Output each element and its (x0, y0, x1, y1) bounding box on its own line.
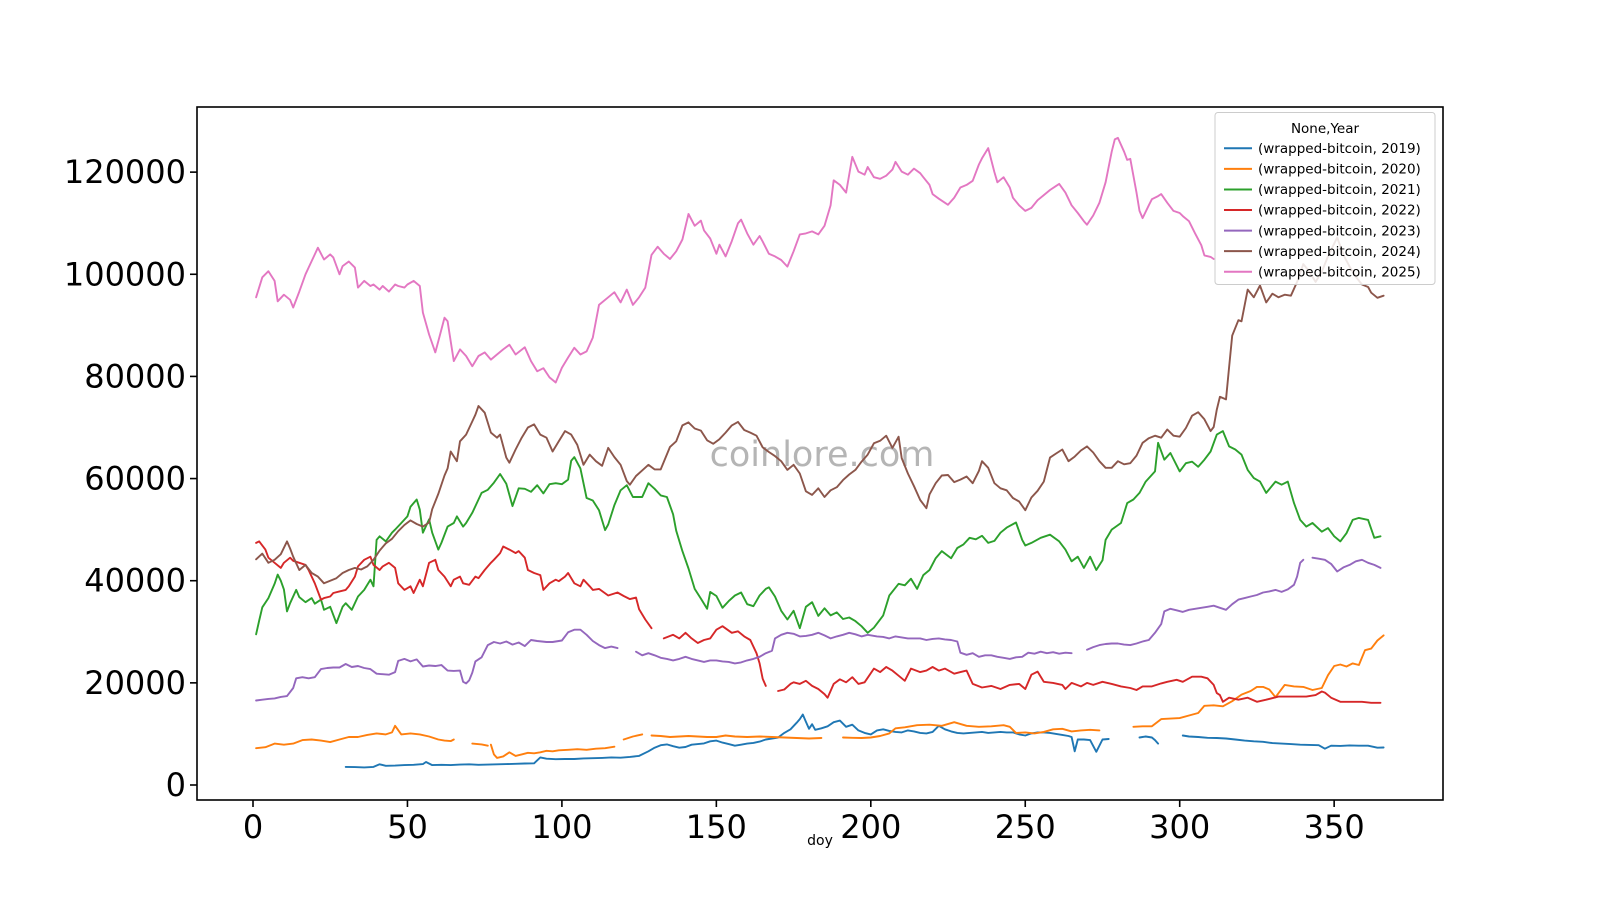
y-tick-label: 0 (166, 766, 186, 804)
legend: None,Year (wrapped-bitcoin, 2019)(wrappe… (1214, 112, 1436, 285)
y-tick-label: 100000 (64, 255, 186, 293)
series-lines (255, 136, 1385, 769)
x-tick-label: 200 (840, 808, 901, 846)
legend-entry-2025: (wrapped-bitcoin, 2025) (1258, 264, 1421, 280)
x-tick-label: 50 (387, 808, 428, 846)
legend-entry-2022: (wrapped-bitcoin, 2022) (1258, 203, 1421, 219)
legend-box (1214, 112, 1436, 285)
series-line-2024 (255, 236, 1385, 585)
series-line-2021 (255, 430, 1382, 636)
x-tick-label: 300 (1149, 808, 1210, 846)
legend-entry-2021: (wrapped-bitcoin, 2021) (1258, 182, 1421, 198)
x-tick-label: 0 (243, 808, 263, 846)
plot-border (196, 106, 1444, 801)
x-tick-label: 150 (686, 808, 747, 846)
legend-entry-2024: (wrapped-bitcoin, 2024) (1258, 244, 1421, 260)
legend-entries: (wrapped-bitcoin, 2019) (wrapped-bitcoin,… (1224, 141, 1421, 280)
y-tick-label: 120000 (64, 153, 186, 191)
series-line-2019 (344, 713, 1385, 769)
legend-entry-2020: (wrapped-bitcoin, 2020) (1258, 162, 1421, 178)
series-line-2025 (255, 136, 1215, 384)
y-tick-label: 80000 (84, 357, 186, 395)
x-tick-label: 250 (995, 808, 1056, 846)
y-tick-label: 40000 (84, 562, 186, 600)
series-line-2023 (255, 556, 1382, 702)
legend-entry-2023: (wrapped-bitcoin, 2023) (1258, 223, 1421, 239)
axis-ticks: 0 50 100 150 200 250 300 350 0 20000 40000 60000 800… (64, 153, 1365, 846)
series-line-2022 (255, 540, 1382, 704)
legend-entry-2019: (wrapped-bitcoin, 2019) (1258, 141, 1421, 157)
x-tick-label: 350 (1304, 808, 1365, 846)
y-tick-label: 60000 (84, 460, 186, 498)
x-axis-label: doy (807, 833, 833, 849)
series-line-2020 (255, 634, 1385, 759)
y-tick-label: 20000 (84, 664, 186, 702)
x-tick-label: 100 (531, 808, 592, 846)
legend-title: None,Year (1291, 121, 1360, 137)
